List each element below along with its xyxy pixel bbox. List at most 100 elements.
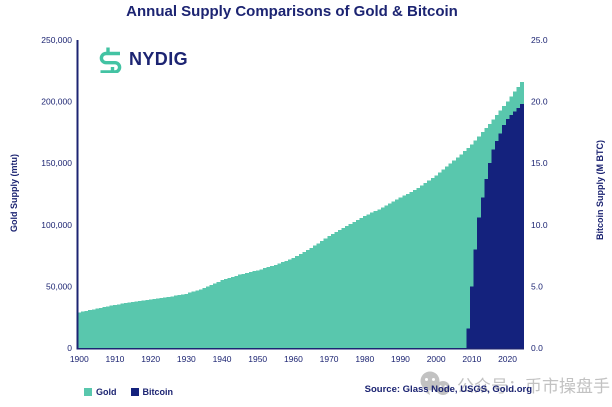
wechat-icon: [420, 371, 450, 395]
gold-bar: [116, 304, 121, 348]
gold-bar: [170, 296, 175, 348]
left-axis-tick-label: 50,000: [46, 281, 72, 291]
gold-bar: [98, 307, 103, 348]
gold-bar: [441, 169, 446, 348]
gold-bar: [88, 310, 93, 348]
x-axis-tick-label: 1930: [177, 354, 196, 364]
legend-item-bitcoin: Bitcoin: [130, 387, 173, 397]
x-axis-tick-label: 1990: [391, 354, 410, 364]
bitcoin-bar: [477, 217, 482, 348]
bitcoin-bar: [495, 141, 500, 348]
gold-bar: [430, 177, 435, 348]
x-axis-tick-label: 1960: [284, 354, 303, 364]
x-axis-tick-label: 1920: [141, 354, 160, 364]
x-axis-tick-label: 2020: [498, 354, 517, 364]
bitcoin-bar: [484, 179, 489, 348]
gold-bar: [298, 254, 303, 348]
gold-bar: [455, 157, 460, 348]
gold-bar: [452, 160, 457, 348]
gold-bar: [141, 300, 146, 348]
left-axis-tick-label: 250,000: [41, 35, 72, 45]
gold-bar: [345, 226, 350, 348]
gold-bar: [138, 300, 143, 348]
legend-item-gold: Gold: [84, 387, 117, 397]
gold-bar: [238, 274, 243, 348]
nydig-logo-icon: [99, 47, 122, 73]
gold-bar: [81, 311, 86, 348]
watermark-text: 公众号：币市操盘手: [457, 376, 610, 396]
watermark: 公众号：币市操盘手: [419, 371, 610, 397]
gold-bar: [163, 297, 168, 348]
gold-bar: [259, 269, 264, 348]
bitcoin-bar: [512, 111, 517, 349]
gold-bar: [348, 224, 353, 348]
gold-bar: [366, 214, 371, 348]
gold-bar: [338, 229, 342, 348]
gold-bar: [198, 289, 203, 348]
gold-bar: [84, 310, 89, 348]
gold-bar: [131, 301, 136, 348]
left-axis-tick-label: 0: [67, 343, 72, 353]
right-axis-tick-label: 25.0: [531, 35, 548, 45]
gold-bar: [316, 243, 321, 348]
gold-bar: [220, 280, 225, 348]
gold-bar: [412, 189, 417, 348]
chart-legend: Gold Bitcoin: [84, 387, 173, 397]
gold-bar: [173, 295, 178, 348]
gold-bar: [391, 201, 396, 348]
bitcoin-bar: [498, 133, 503, 348]
gold-bar: [288, 259, 293, 348]
bitcoin-bar: [470, 286, 475, 348]
gold-bar: [387, 203, 392, 348]
gold-bar: [241, 273, 246, 348]
bitcoin-bar: [520, 104, 524, 349]
x-axis-tick-label: 1950: [248, 354, 267, 364]
legend-label-gold: Gold: [96, 387, 117, 397]
gold-bar: [305, 250, 310, 348]
x-axis-tick-label: 2010: [462, 354, 481, 364]
gold-bar: [284, 260, 289, 348]
gold-bar: [106, 306, 111, 348]
nydig-logo: NYDIG: [98, 46, 188, 73]
gold-bar: [191, 291, 196, 348]
gold-bar: [255, 270, 260, 348]
right-axis-tick-label: 10.0: [531, 220, 548, 230]
gold-bar: [248, 272, 253, 348]
gold-bar: [120, 303, 125, 348]
gold-bar: [245, 272, 250, 348]
gold-bar: [227, 278, 232, 348]
gold-bar: [148, 299, 153, 348]
gold-bar: [127, 302, 132, 348]
gold-bar: [123, 303, 128, 348]
chart-title: Annual Supply Comparisons of Gold & Bitc…: [126, 3, 458, 20]
gold-bar: [270, 265, 275, 348]
x-axis-tick-label: 1940: [213, 354, 232, 364]
gold-bar: [102, 307, 107, 348]
gold-bar: [205, 286, 210, 348]
x-axis-tick-label: 1900: [70, 354, 89, 364]
gold-bar: [363, 216, 367, 348]
bitcoin-bar: [466, 328, 471, 348]
x-axis-tick-label: 1970: [320, 354, 339, 364]
gold-bar: [434, 175, 439, 348]
gold-bar: [77, 312, 82, 348]
gold-bar: [195, 290, 200, 348]
gold-bar: [156, 298, 160, 348]
bitcoin-bar: [473, 249, 478, 348]
gold-bar: [166, 296, 171, 348]
gold-bar: [252, 271, 257, 348]
gold-bar: [177, 295, 182, 348]
gold-bar: [277, 263, 282, 348]
gold-bar: [209, 285, 214, 348]
gold-bar: [395, 199, 400, 348]
gold-bar: [188, 292, 193, 348]
gold-bar: [459, 154, 464, 348]
gold-bar: [373, 211, 378, 348]
gold-bar: [134, 301, 139, 348]
gold-bar: [230, 276, 235, 348]
gold-bar: [302, 252, 307, 348]
gold-bar: [462, 151, 467, 348]
nydig-logo-text: NYDIG: [129, 49, 189, 69]
gold-bar: [327, 235, 332, 348]
